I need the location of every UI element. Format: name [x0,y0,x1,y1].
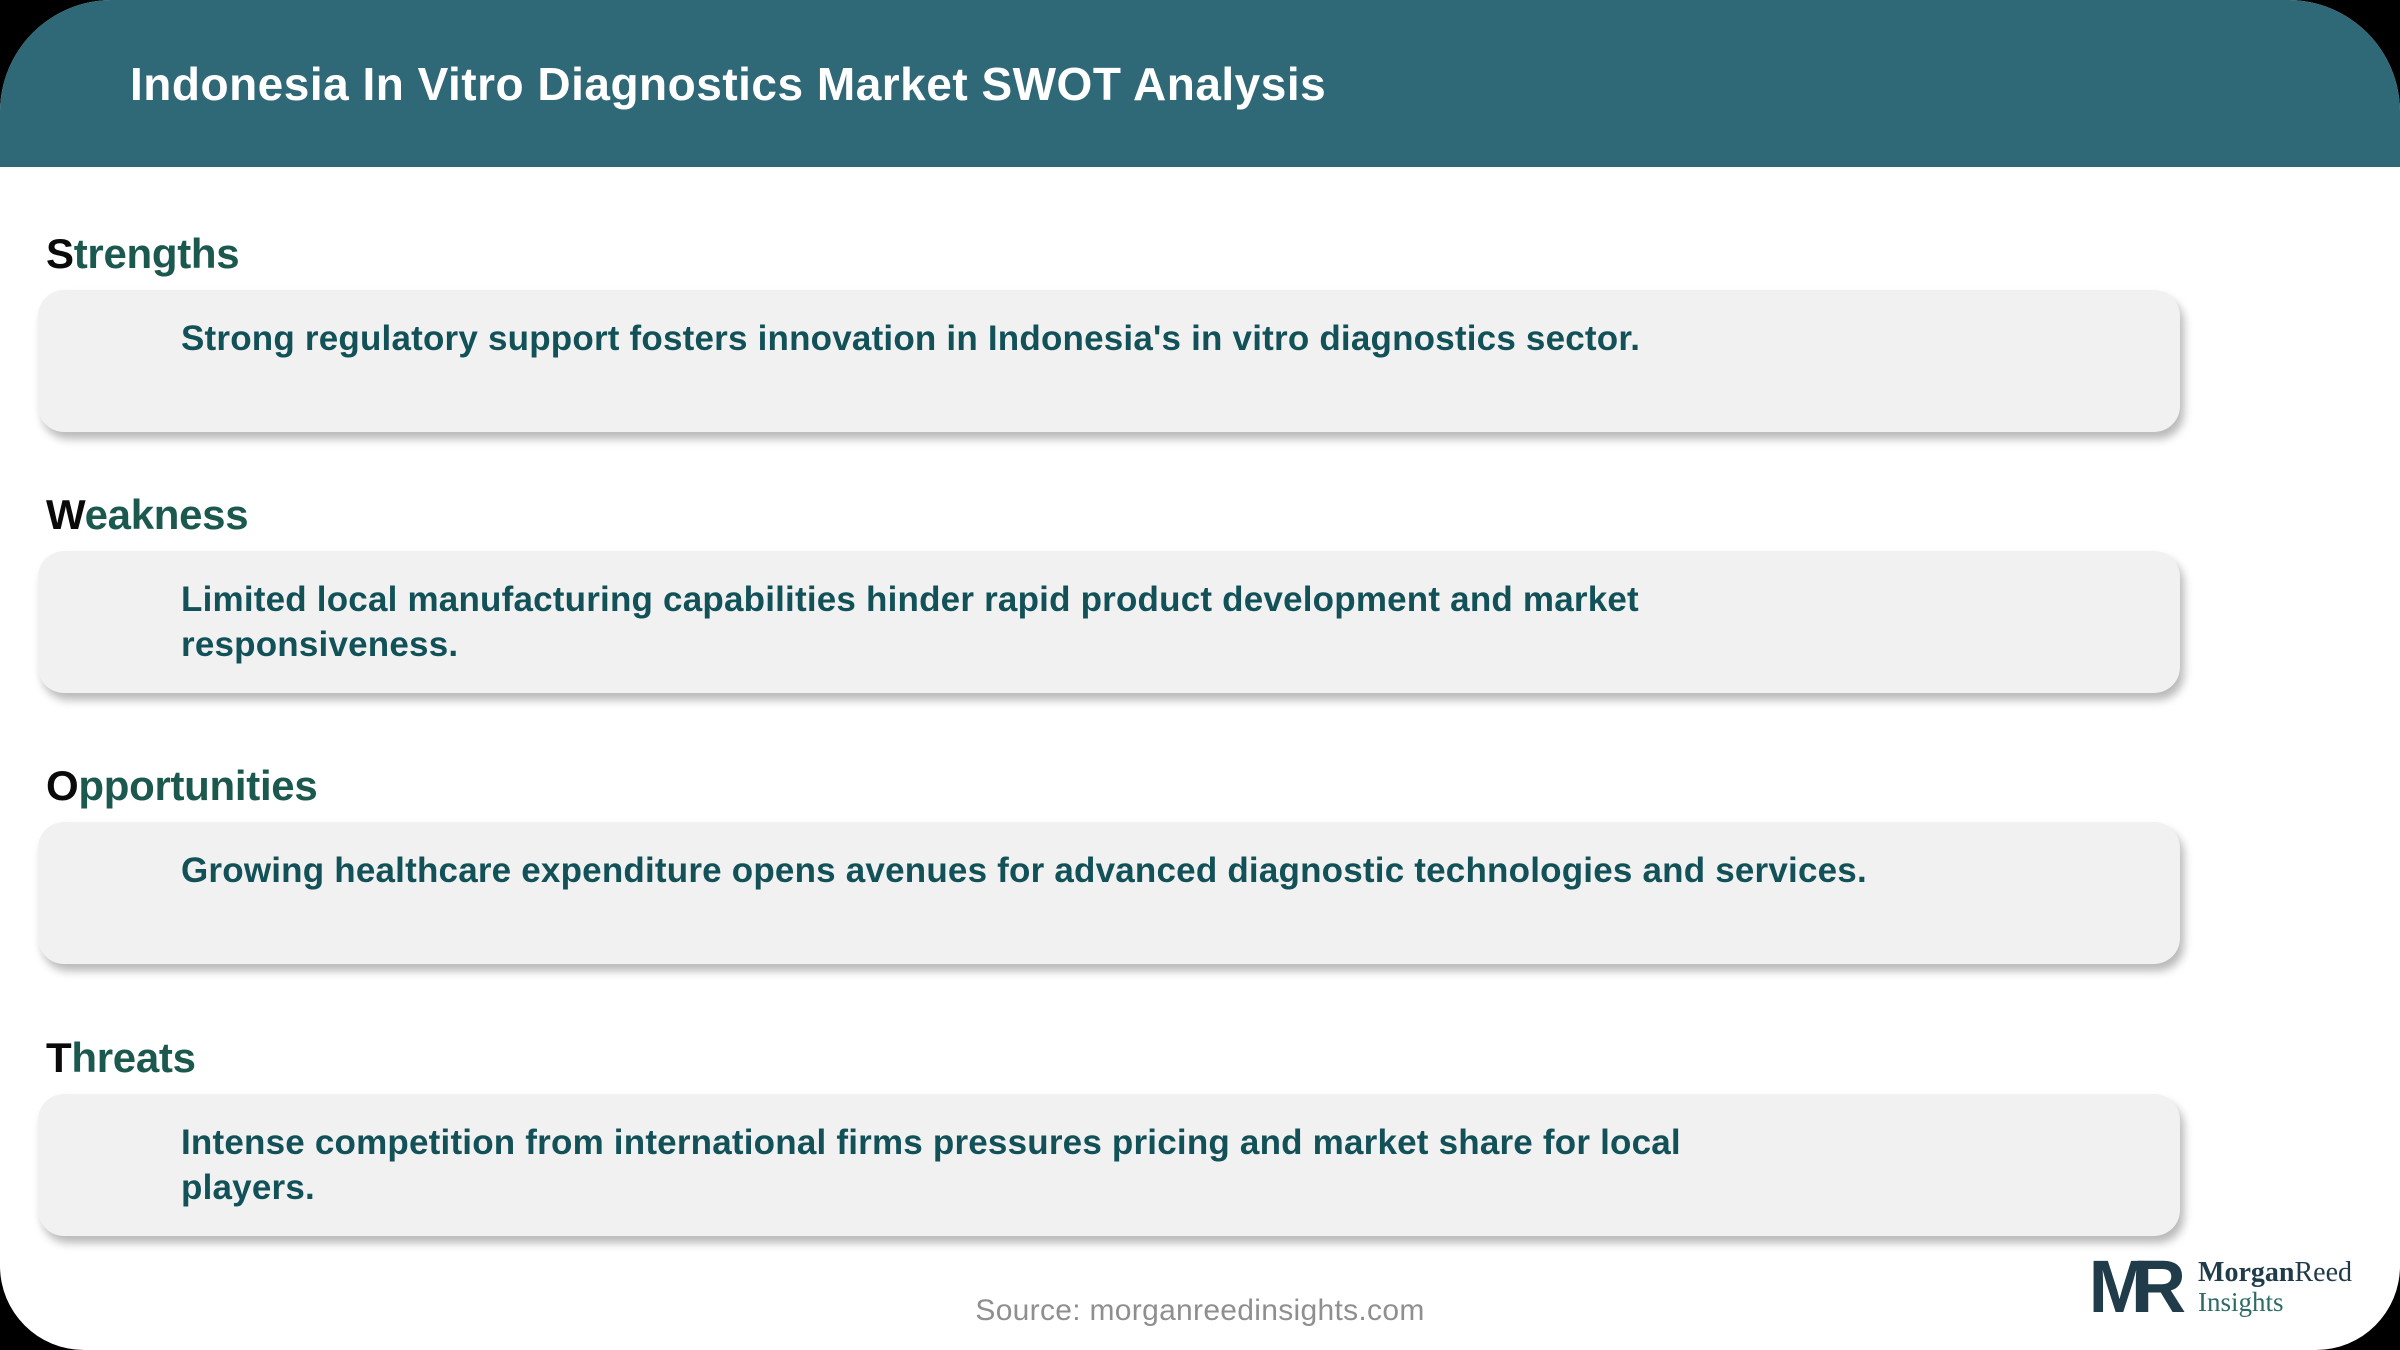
weakness-heading-rest: eakness [84,491,249,538]
mr-monogram-icon: M R [2089,1250,2186,1324]
brand-name-morgan: Morgan [2198,1256,2295,1288]
section-weakness: Weakness Limited local manufacturing cap… [0,490,2400,693]
section-opportunities: Opportunities Growing healthcare expendi… [0,761,2400,964]
brand-subtitle: Insights [2198,1286,2284,1317]
brand-text: MorganReed Insights [2198,1256,2352,1317]
box-text-line: Strong regulatory support fosters innova… [181,319,1641,358]
morganreed-logo: M R MorganReed Insights [2089,1250,2352,1324]
page-title: Indonesia In Vitro Diagnostics Market SW… [130,57,1327,110]
section-threats: Threats Intense competition from interna… [0,1033,2400,1236]
brand-name-reed: Reed [2294,1256,2352,1288]
threats-heading: Threats [46,1033,2400,1083]
header-bar: Indonesia In Vitro Diagnostics Market SW… [0,0,2400,167]
opportunities-heading: Opportunities [46,761,2400,811]
box-text-line: players. [181,1168,315,1207]
box-text-line: Growing healthcare expenditure opens ave… [181,851,1867,890]
opportunities-heading-rest: pportunities [78,762,318,809]
box-text-line: Intense competition from international f… [181,1123,1681,1162]
weakness-box: Limited local manufacturing capabilities… [38,551,2180,693]
box-text-line: Limited local manufacturing capabilities… [181,580,1639,619]
threats-box: Intense competition from international f… [38,1094,2180,1236]
strengths-heading: Strengths [46,229,2400,279]
monogram-letter-r: R [2132,1245,2187,1328]
opportunities-heading-first-letter: O [46,762,79,809]
section-strengths: Strengths Strong regulatory support fost… [0,229,2400,432]
strengths-heading-rest: trengths [73,230,240,277]
strengths-heading-first-letter: S [46,230,74,277]
strengths-box: Strong regulatory support fosters innova… [38,290,2180,432]
source-text: Source: morganreedinsights.com [975,1294,1425,1327]
weakness-heading-first-letter: W [46,491,85,538]
monogram-letter-m: M [2088,1245,2151,1328]
opportunities-box: Growing healthcare expenditure opens ave… [38,822,2180,964]
threats-heading-rest: hreats [71,1034,196,1081]
brand-name: MorganReed [2198,1256,2352,1288]
weakness-heading: Weakness [46,490,2400,540]
threats-heading-first-letter: T [46,1034,72,1081]
box-text-line: responsiveness. [181,625,459,664]
